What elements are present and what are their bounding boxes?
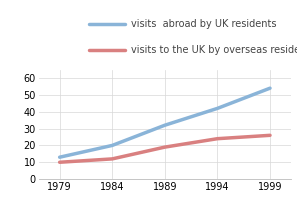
Text: visits to the UK by overseas residents: visits to the UK by overseas residents	[131, 45, 297, 55]
Text: visits  abroad by UK residents: visits abroad by UK residents	[131, 19, 276, 29]
